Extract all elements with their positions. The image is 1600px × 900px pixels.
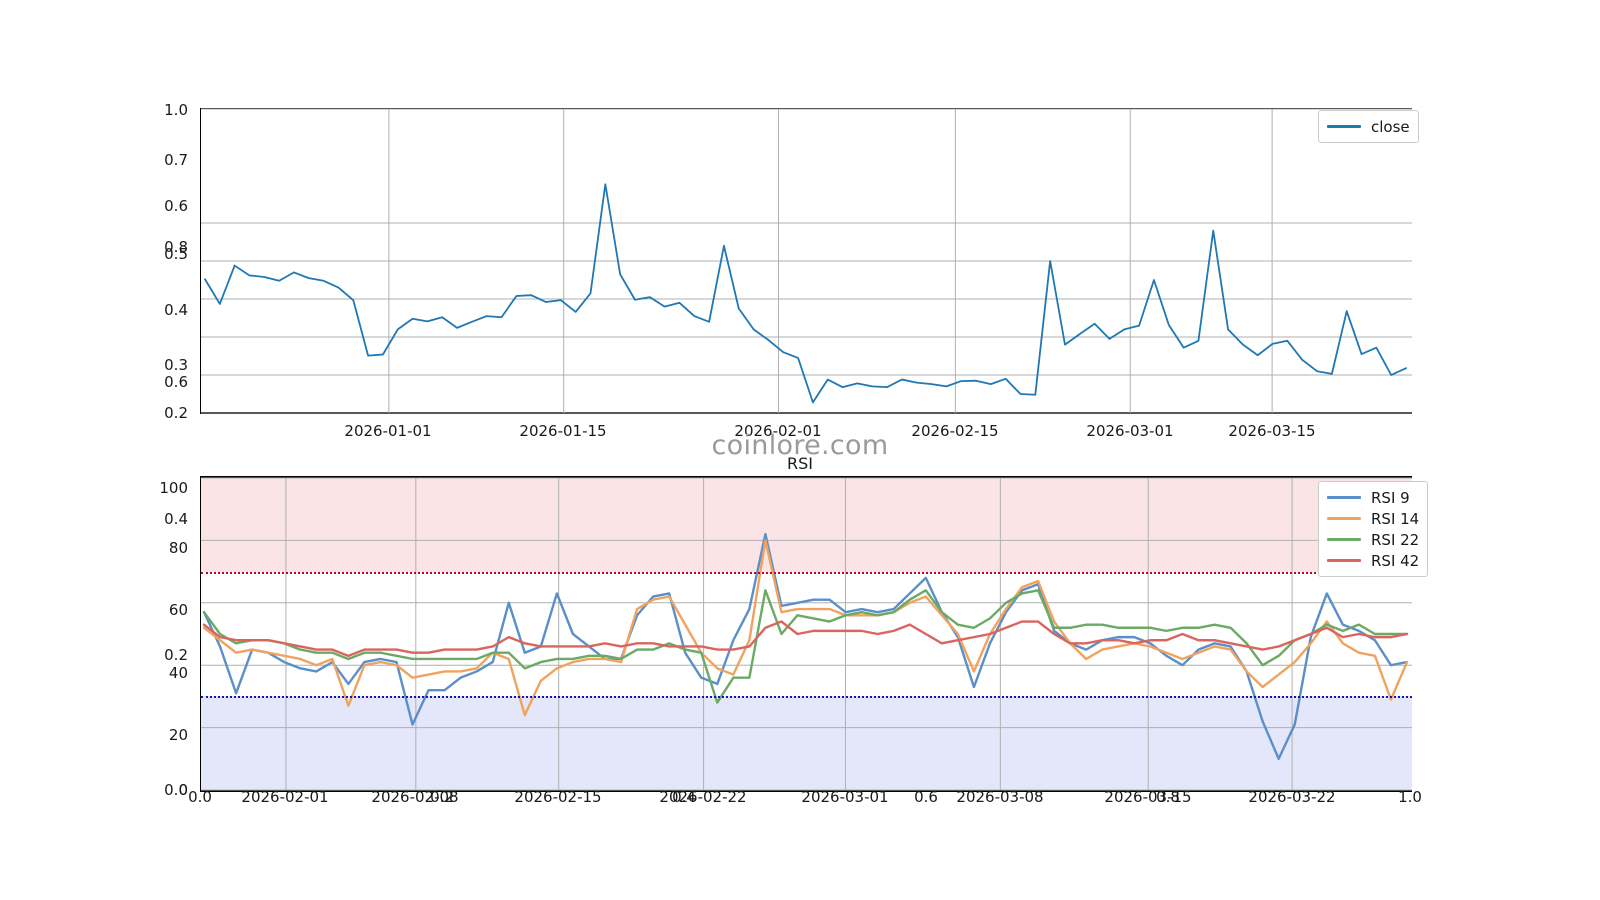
price-ytick-0: 1.0 [164,101,188,119]
rsi-axis-top-spine [200,476,1412,478]
rsi-ytick-1: 80 [168,539,188,557]
rsi-ytick-secondary-0: 0.4 [164,510,188,528]
rsi-xtick-secondary-2: 0.4 [672,788,696,806]
legend-label: close [1371,117,1410,136]
rsi-line-series-0 [202,532,1409,760]
rsi-chart-panel [200,476,1412,792]
price-ytick-1: 0.7 [164,151,188,169]
legend-label: RSI 9 [1371,488,1410,507]
price-ytick-secondary-1: 0.6 [164,373,188,391]
price-ytick-4: 0.4 [164,301,188,319]
legend-line-swatch-icon [1327,559,1361,562]
rsi-axis-bottom-spine [200,790,1412,792]
rsi-xtick-secondary-3: 0.6 [914,788,938,806]
rsi-legend-item[interactable]: RSI 14 [1327,508,1419,529]
rsi-ytick-secondary-2: 0.0 [164,781,188,799]
rsi-ytick-5: 0 [178,781,188,799]
rsi-xtick-1: 2026-02-08 [371,788,459,806]
rsi-line-series-3 [202,620,1409,658]
rsi-xtick-2: 2026-02-15 [514,788,602,806]
price-ytick-secondary-0: 0.8 [164,238,188,256]
price-ytick-3: 0.5 [164,245,188,263]
rsi-legend: RSI 9 RSI 14 RSI 22 RSI 42 [1318,481,1429,577]
price-xtick-2: 2026-02-01 [734,422,822,440]
close-line-series [204,183,1407,404]
price-plot-area [201,108,1412,414]
rsi-plot-area [201,477,1412,791]
price-xtick-5: 2026-03-15 [1228,422,1316,440]
price-legend-item[interactable]: close [1327,116,1410,137]
overbought-threshold-line [201,571,1412,574]
price-xtick-1: 2026-01-15 [519,422,607,440]
legend-line-swatch-icon [1327,496,1361,499]
rsi-xtick-secondary-1: 0.2 [430,788,454,806]
price-ytick-2: 0.6 [164,197,188,215]
oversold-band [201,696,1412,790]
legend-label: RSI 14 [1371,509,1420,528]
rsi-xtick-4: 2026-03-01 [801,788,889,806]
rsi-xtick-secondary-0: 0.0 [188,788,212,806]
legend-line-swatch-icon [1327,517,1361,520]
price-legend: close [1318,110,1419,143]
rsi-ytick-4: 20 [168,726,188,744]
rsi-legend-item[interactable]: RSI 42 [1327,550,1419,571]
price-xtick-3: 2026-02-15 [911,422,999,440]
rsi-ytick-0: 100 [159,479,188,497]
rsi-ytick-secondary-1: 0.2 [164,646,188,664]
price-chart-panel [200,108,1412,414]
rsi-xtick-secondary-5: 1.0 [1398,788,1422,806]
oversold-threshold-line [201,696,1412,699]
rsi-line-series-2 [202,589,1409,704]
rsi-legend-item[interactable]: RSI 22 [1327,529,1419,550]
legend-label: RSI 22 [1371,530,1420,549]
rsi-xtick-secondary-4: 0.8 [1156,788,1180,806]
rsi-xtick-7: 2026-03-22 [1248,788,1336,806]
rsi-xtick-6: 2026-03-15 [1104,788,1192,806]
price-xtick-4: 2026-03-01 [1086,422,1174,440]
rsi-xtick-5: 2026-03-08 [956,788,1044,806]
rsi-xtick-3: 2026-02-22 [659,788,747,806]
rsi-xtick-0: 2026-02-01 [241,788,329,806]
rsi-line-series-1 [202,539,1409,717]
legend-label: RSI 42 [1371,551,1420,570]
rsi-title: RSI [787,454,813,473]
legend-line-swatch-icon [1327,538,1361,541]
price-xtick-0: 2026-01-01 [344,422,432,440]
overbought-band [201,478,1412,572]
rsi-legend-item[interactable]: RSI 9 [1327,487,1419,508]
price-ytick-5: 0.3 [164,356,188,374]
rsi-ytick-3: 40 [168,664,188,682]
price-ytick-6: 0.2 [164,404,188,422]
rsi-ytick-2: 60 [168,601,188,619]
legend-line-swatch-icon [1327,125,1361,128]
